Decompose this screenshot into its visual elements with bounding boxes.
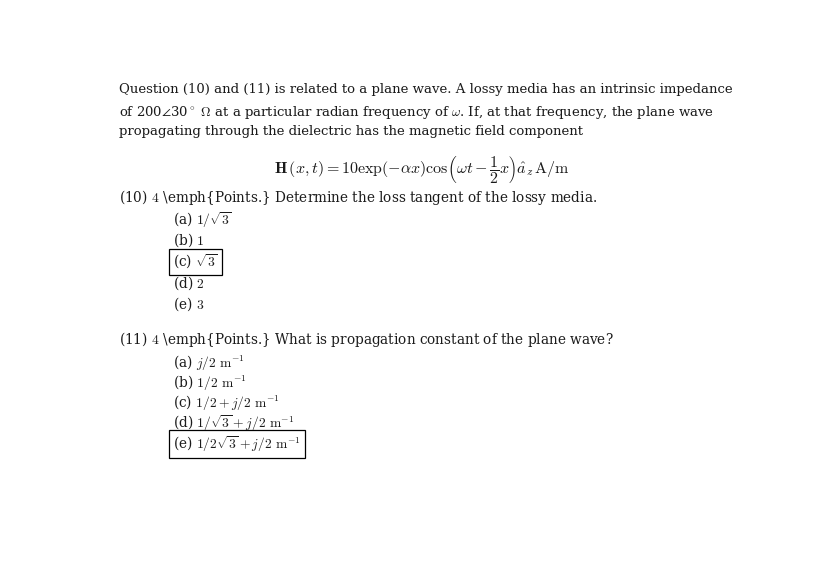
Text: (b) $1$: (b) $1$ (173, 232, 204, 250)
Text: (11) $4$ \emph{Points.} What is propagation constant of the plane wave?: (11) $4$ \emph{Points.} What is propagat… (119, 330, 614, 349)
Text: (e) $1/2\sqrt{3} + j/2\ \mathrm{m}^{-1}$: (e) $1/2\sqrt{3} + j/2\ \mathrm{m}^{-1}$ (173, 434, 301, 454)
Text: (d) $1/\sqrt{3} + j/2\ \mathrm{m}^{-1}$: (d) $1/\sqrt{3} + j/2\ \mathrm{m}^{-1}$ (173, 413, 295, 433)
Text: (e) $3$: (e) $3$ (173, 295, 204, 312)
Text: propagating through the dielectric has the magnetic field component: propagating through the dielectric has t… (119, 125, 583, 138)
Text: (c) $1/2 + j/2\ \mathrm{m}^{-1}$: (c) $1/2 + j/2\ \mathrm{m}^{-1}$ (173, 393, 280, 412)
Text: (c) $\sqrt{3}$: (c) $\sqrt{3}$ (173, 253, 218, 271)
Text: (10) $4$ \emph{Points.} Determine the loss tangent of the lossy media.: (10) $4$ \emph{Points.} Determine the lo… (119, 188, 597, 207)
Text: (b) $1/2\ \mathrm{m}^{-1}$: (b) $1/2\ \mathrm{m}^{-1}$ (173, 373, 246, 392)
Text: of 200$\angle$30$^\circ$ $\Omega$ at a particular radian frequency of $\omega$. : of 200$\angle$30$^\circ$ $\Omega$ at a p… (119, 104, 714, 120)
Text: (a) $j/2\ \mathrm{m}^{-1}$: (a) $j/2\ \mathrm{m}^{-1}$ (173, 353, 245, 372)
Text: (a) $1/\sqrt{3}$: (a) $1/\sqrt{3}$ (173, 211, 232, 230)
Text: $\mathbf{H}\,(x,t) = 10\exp(-\alpha x)\cos\!\left(\omega t - \dfrac{1}{2}x\right: $\mathbf{H}\,(x,t) = 10\exp(-\alpha x)\c… (274, 155, 570, 186)
Text: Question (10) and (11) is related to a plane wave. A lossy media has an intrinsi: Question (10) and (11) is related to a p… (119, 83, 733, 95)
Text: (d) $2$: (d) $2$ (173, 274, 205, 292)
